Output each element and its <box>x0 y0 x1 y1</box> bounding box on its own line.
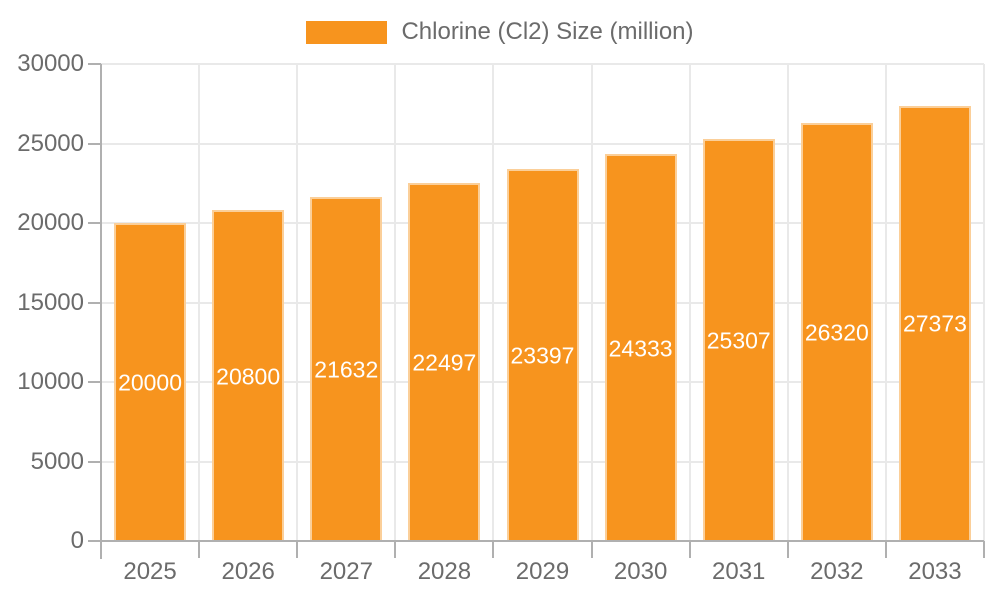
y-axis-tick <box>88 460 101 463</box>
y-axis-tick <box>88 142 101 145</box>
gridline-horizontal <box>101 63 984 65</box>
x-axis-tick <box>590 541 593 558</box>
x-axis-tick-label: 2030 <box>613 558 668 585</box>
gridline-vertical <box>983 64 985 541</box>
bar-value-label: 26320 <box>804 319 869 346</box>
bar-2032[interactable]: 26320 <box>800 122 873 541</box>
y-axis-tick-label: 15000 <box>17 288 84 316</box>
gridline-vertical <box>786 64 789 541</box>
y-axis-tick-label: 5000 <box>30 447 84 475</box>
y-axis-tick <box>88 222 101 224</box>
x-axis-tick <box>100 541 102 558</box>
x-axis-tick-label: 2029 <box>515 558 570 585</box>
bar-value-label: 23397 <box>510 342 575 369</box>
bar-value-label: 20000 <box>118 369 183 396</box>
gridline-vertical <box>198 64 201 541</box>
x-axis-tick <box>296 541 299 558</box>
y-axis-tick-label: 25000 <box>17 129 84 157</box>
y-axis-line <box>100 64 102 559</box>
bar-value-label: 20800 <box>216 363 281 390</box>
gridline-vertical <box>688 64 691 541</box>
bar-value-label: 22497 <box>412 349 477 376</box>
gridline-vertical <box>492 64 495 541</box>
bar-2026[interactable]: 20800 <box>212 210 285 541</box>
x-axis-tick-label: 2026 <box>221 558 275 585</box>
x-axis-tick-label: 2033 <box>908 558 962 585</box>
bar-value-label: 21632 <box>314 356 379 383</box>
y-axis-tick-label: 0 <box>70 527 84 554</box>
x-axis-tick-label: 2031 <box>712 558 766 585</box>
y-axis-tick-label: 20000 <box>17 209 84 236</box>
gridline-vertical <box>590 64 593 541</box>
bar-2033[interactable]: 27373 <box>898 105 971 541</box>
x-axis-tick-label: 2028 <box>417 558 472 585</box>
y-axis-tick <box>88 540 101 542</box>
bar-2030[interactable]: 24333 <box>604 154 677 541</box>
y-axis-tick-label: 10000 <box>17 368 84 395</box>
bar-2025[interactable]: 20000 <box>114 223 187 541</box>
x-axis-tick <box>983 541 985 558</box>
bar-value-label: 27373 <box>902 310 967 337</box>
x-axis-tick <box>786 541 789 558</box>
bar-2031[interactable]: 25307 <box>702 138 775 541</box>
y-axis-tick-label: 30000 <box>17 50 84 77</box>
y-axis-tick <box>88 63 101 65</box>
bar-2027[interactable]: 21632 <box>310 197 383 541</box>
gridline-vertical <box>296 64 299 541</box>
x-axis-tick <box>688 541 691 558</box>
x-axis-line <box>101 540 984 542</box>
x-axis-tick-label: 2027 <box>319 558 373 585</box>
bar-2029[interactable]: 23397 <box>506 169 579 541</box>
bar-value-label: 25307 <box>706 327 771 354</box>
plot-area: 20000 20800 21632 22497 23397 24333 25307 26320… <box>101 63 985 541</box>
x-axis-tick <box>884 541 887 558</box>
x-axis-tick-label: 2025 <box>123 558 177 585</box>
bar-2028[interactable]: 22497 <box>408 183 481 541</box>
x-axis-tick-label: 2032 <box>810 558 864 585</box>
bar-value-label: 24333 <box>608 335 673 362</box>
gridline-horizontal <box>101 142 984 145</box>
gridline-vertical <box>394 64 397 541</box>
legend[interactable]: Chlorine (Cl2) Size (million) <box>0 18 1000 46</box>
legend-label: Chlorine (Cl2) Size (million) <box>401 18 694 45</box>
gridline-vertical <box>884 64 887 541</box>
y-axis-tick <box>88 301 101 304</box>
x-axis-tick <box>198 541 201 558</box>
legend-swatch <box>306 20 388 44</box>
x-axis-tick <box>394 541 397 558</box>
x-axis-tick <box>492 541 495 558</box>
y-axis-tick <box>88 381 101 383</box>
